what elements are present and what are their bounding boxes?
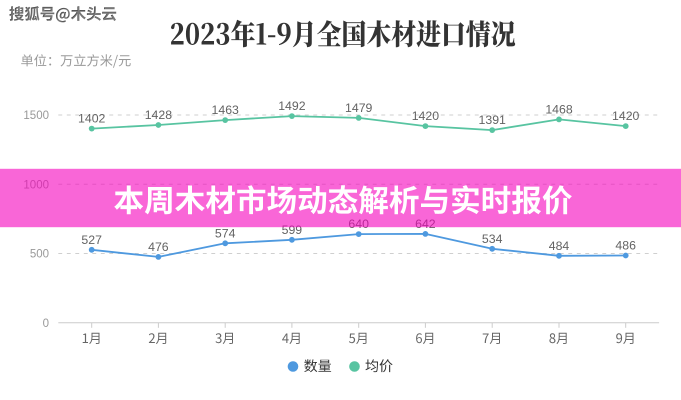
svg-text:1428: 1428 xyxy=(145,108,173,122)
svg-text:1420: 1420 xyxy=(412,109,440,123)
svg-text:0: 0 xyxy=(43,318,49,330)
svg-text:1391: 1391 xyxy=(479,113,507,127)
svg-text:484: 484 xyxy=(549,239,570,253)
svg-text:1402: 1402 xyxy=(78,112,106,126)
svg-text:1492: 1492 xyxy=(278,99,306,113)
svg-text:1479: 1479 xyxy=(345,101,373,115)
svg-text:1500: 1500 xyxy=(23,110,49,122)
svg-text:574: 574 xyxy=(215,226,236,240)
svg-text:500: 500 xyxy=(30,249,49,261)
svg-text:1420: 1420 xyxy=(612,109,640,123)
svg-text:476: 476 xyxy=(148,240,169,254)
svg-text:534: 534 xyxy=(482,232,503,246)
svg-text:527: 527 xyxy=(81,233,102,247)
svg-text:486: 486 xyxy=(615,239,636,253)
svg-text:1468: 1468 xyxy=(545,102,573,116)
svg-text:1463: 1463 xyxy=(212,103,240,117)
